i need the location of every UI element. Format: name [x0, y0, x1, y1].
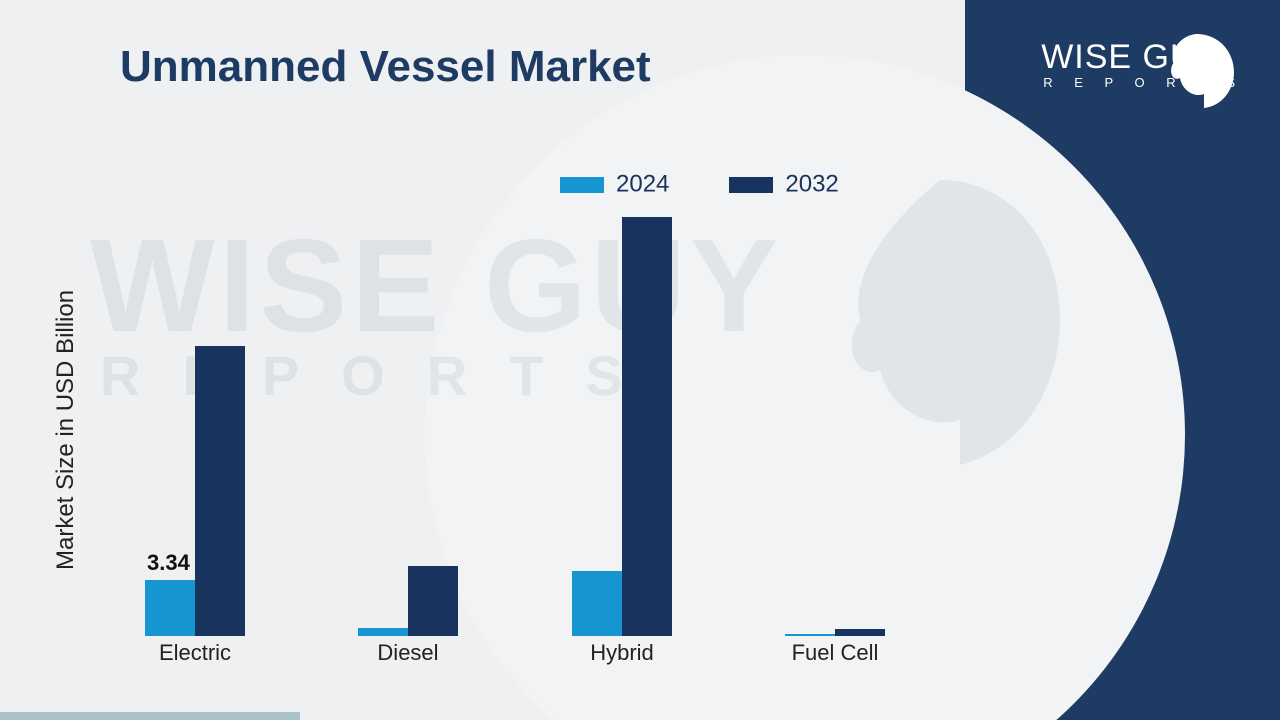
bar-2024-fuel-cell — [785, 634, 835, 636]
category-label: Hybrid — [522, 640, 722, 666]
legend-item-2024: 2024 — [560, 170, 669, 199]
legend-label-2024: 2024 — [616, 171, 669, 198]
y-axis-label: Market Size in USD Billion — [52, 290, 80, 570]
legend-swatch-2032 — [729, 177, 773, 193]
value-label: 3.34 — [147, 550, 190, 576]
bar-2024-diesel — [358, 628, 408, 636]
bar-group: Hybrid — [572, 200, 712, 660]
bar-group: Diesel — [358, 200, 498, 660]
bar-2032-hybrid — [622, 217, 672, 636]
bar-2024-hybrid — [572, 571, 622, 636]
chart-title: Unmanned Vessel Market — [120, 42, 651, 92]
category-label: Electric — [95, 640, 295, 666]
legend-item-2032: 2032 — [729, 170, 838, 199]
legend-swatch-2024 — [560, 177, 604, 193]
chart-area: Electric Diesel Hybrid Fuel Cell 3.34 — [110, 200, 960, 660]
bar-2032-electric — [195, 346, 245, 636]
category-label: Diesel — [308, 640, 508, 666]
brand-logo: WISE GU R E P O R T S — [1041, 38, 1244, 90]
bar-2032-diesel — [408, 566, 458, 636]
category-label: Fuel Cell — [735, 640, 935, 666]
legend: 2024 2032 — [560, 170, 839, 199]
bar-2024-electric — [145, 580, 195, 636]
bar-2032-fuel-cell — [835, 629, 885, 636]
bar-group: Electric — [145, 200, 285, 660]
legend-label-2032: 2032 — [785, 171, 838, 198]
bar-group: Fuel Cell — [785, 200, 925, 660]
plot-area: Electric Diesel Hybrid Fuel Cell 3.34 — [110, 200, 960, 660]
logo-head-icon — [1166, 32, 1236, 110]
footer-strip — [0, 712, 300, 720]
